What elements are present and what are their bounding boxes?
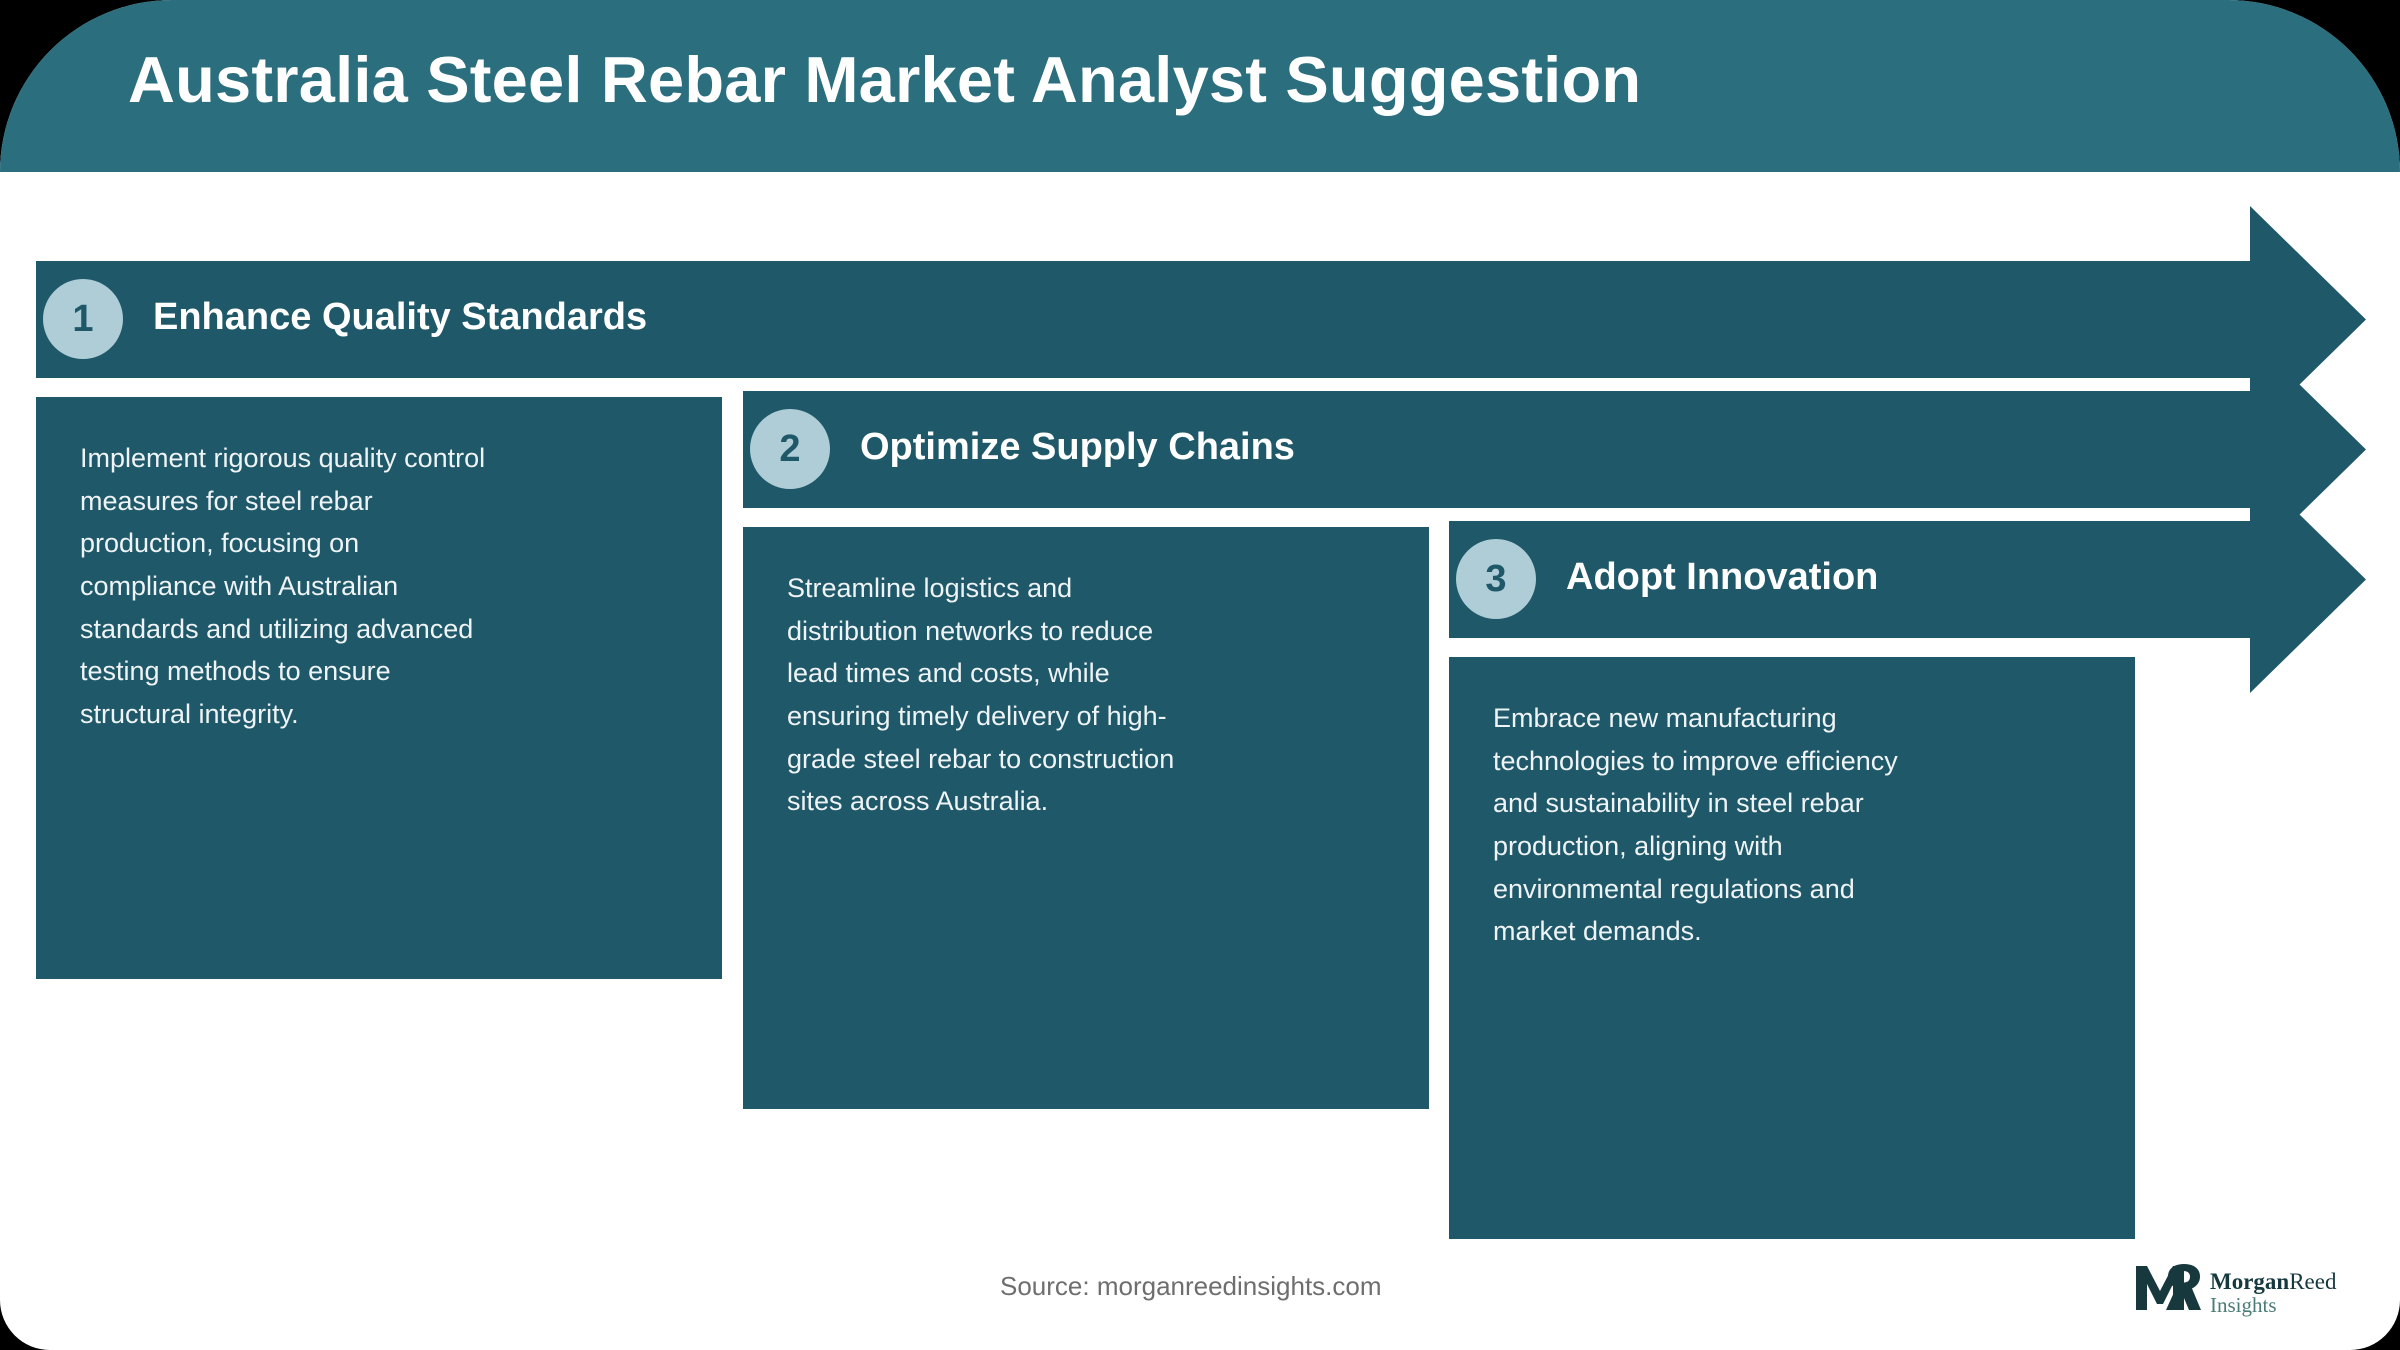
svg-text:MorganReed: MorganReed: [2210, 1269, 2337, 1294]
svg-text:Insights: Insights: [2210, 1293, 2277, 1317]
